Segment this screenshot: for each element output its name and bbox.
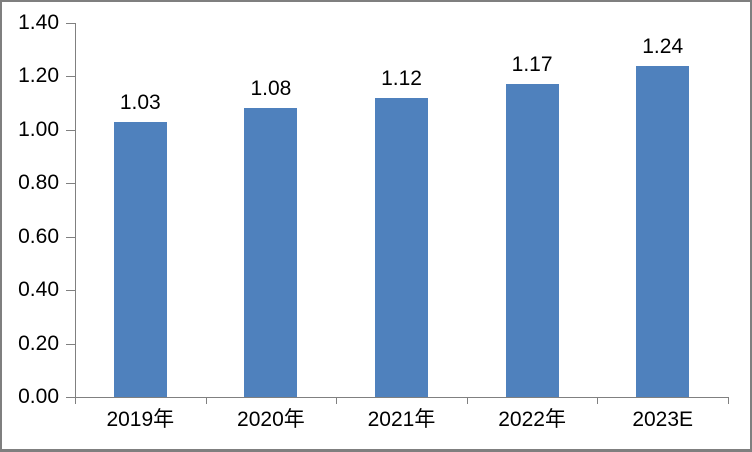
- y-tick-mark: [66, 343, 75, 345]
- x-axis-line: [75, 397, 729, 398]
- x-category-label: 2021年: [367, 408, 436, 431]
- y-tick-mark: [66, 397, 75, 398]
- bar-2022年: [505, 84, 559, 397]
- x-tick-mark: [597, 397, 599, 404]
- y-tick-label: 0.20: [18, 331, 59, 355]
- y-tick-mark: [66, 129, 75, 131]
- bar-2020年: [244, 108, 298, 397]
- y-tick-mark: [66, 76, 75, 78]
- x-category-label: 2019年: [106, 408, 175, 431]
- y-tick-label: 1.40: [18, 11, 59, 34]
- y-tick-mark: [66, 290, 75, 292]
- x-category-label: 2020年: [237, 408, 305, 431]
- y-tick-label: 0.60: [18, 224, 59, 248]
- bar-value-label: 1.03: [119, 90, 161, 114]
- bar-2019年: [113, 121, 167, 397]
- y-tick-mark: [66, 236, 75, 238]
- bar-value-label: 1.17: [511, 53, 553, 77]
- bar-2021年: [375, 97, 428, 397]
- y-tick-label: 0.40: [18, 278, 59, 302]
- bar-value-label: 1.08: [250, 77, 292, 101]
- y-tick-label: 0.80: [18, 171, 59, 195]
- x-tick-mark: [336, 397, 338, 404]
- bar-value-label: 1.12: [381, 66, 422, 90]
- bar-value-label: 1.24: [642, 34, 684, 58]
- y-tick-mark: [66, 183, 75, 185]
- x-category-label: 2022年: [498, 408, 566, 431]
- y-tick-mark: [66, 23, 75, 24]
- y-tick-label: 0.00: [18, 385, 59, 408]
- y-tick-label: 1.00: [18, 117, 59, 141]
- y-axis-line: [75, 23, 76, 397]
- x-tick-mark: [466, 397, 468, 404]
- x-tick-mark: [728, 397, 729, 404]
- x-category-label: 2023E: [632, 408, 694, 431]
- x-tick-mark: [75, 397, 76, 404]
- x-tick-mark: [205, 397, 207, 404]
- bar-2023E: [636, 65, 690, 397]
- y-tick-label: 1.20: [18, 64, 59, 88]
